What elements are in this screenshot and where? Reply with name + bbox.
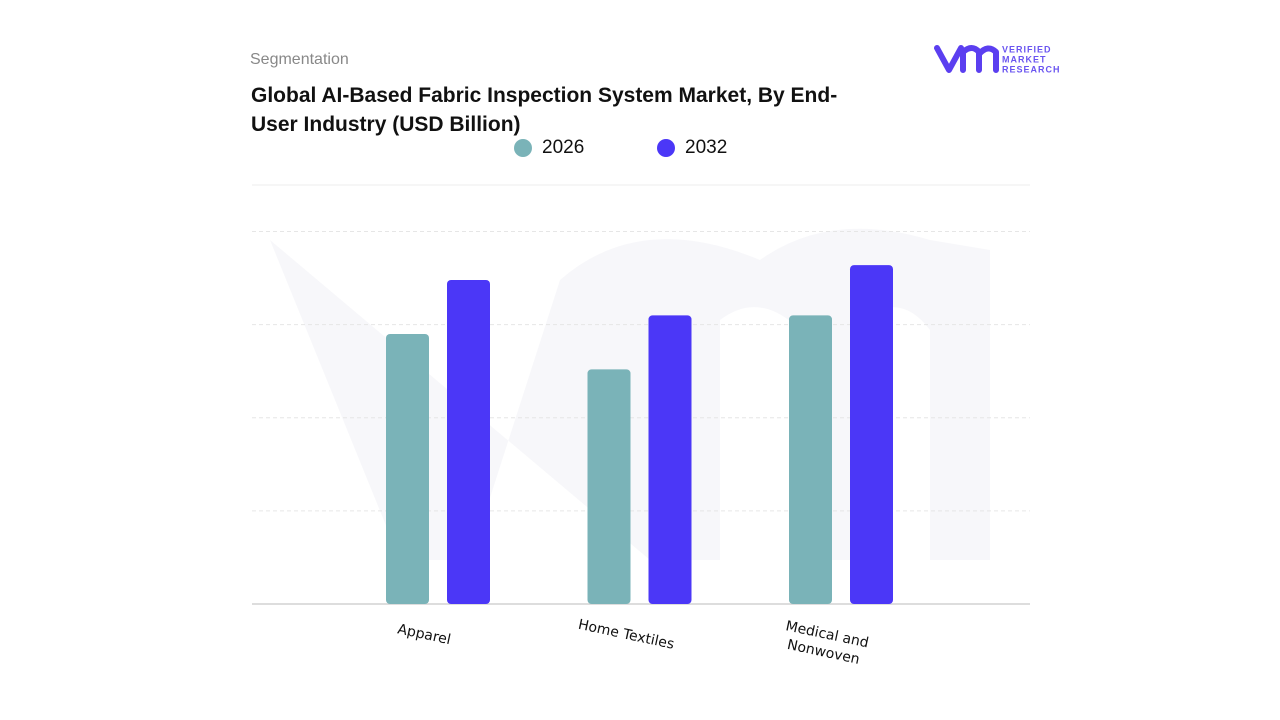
logo-text: VERIFIED <box>1002 44 1052 54</box>
bar <box>447 279 490 604</box>
legend-marker <box>657 139 675 157</box>
logo-mark <box>934 45 999 73</box>
legend-marker <box>514 139 532 157</box>
subtitle: Segmentation <box>250 51 349 68</box>
bar <box>587 369 631 604</box>
legend-label: 2032 <box>685 137 727 158</box>
bar <box>648 315 692 604</box>
logo-text: RESEARCH <box>1002 64 1061 74</box>
logo-text: MARKET <box>1002 54 1047 64</box>
chart-title: Global AI-Based Fabric Inspection System… <box>251 84 838 136</box>
bar <box>386 333 429 604</box>
logo <box>934 45 999 73</box>
legend-label: 2026 <box>542 137 584 158</box>
bar <box>789 315 832 604</box>
bar <box>850 265 893 604</box>
